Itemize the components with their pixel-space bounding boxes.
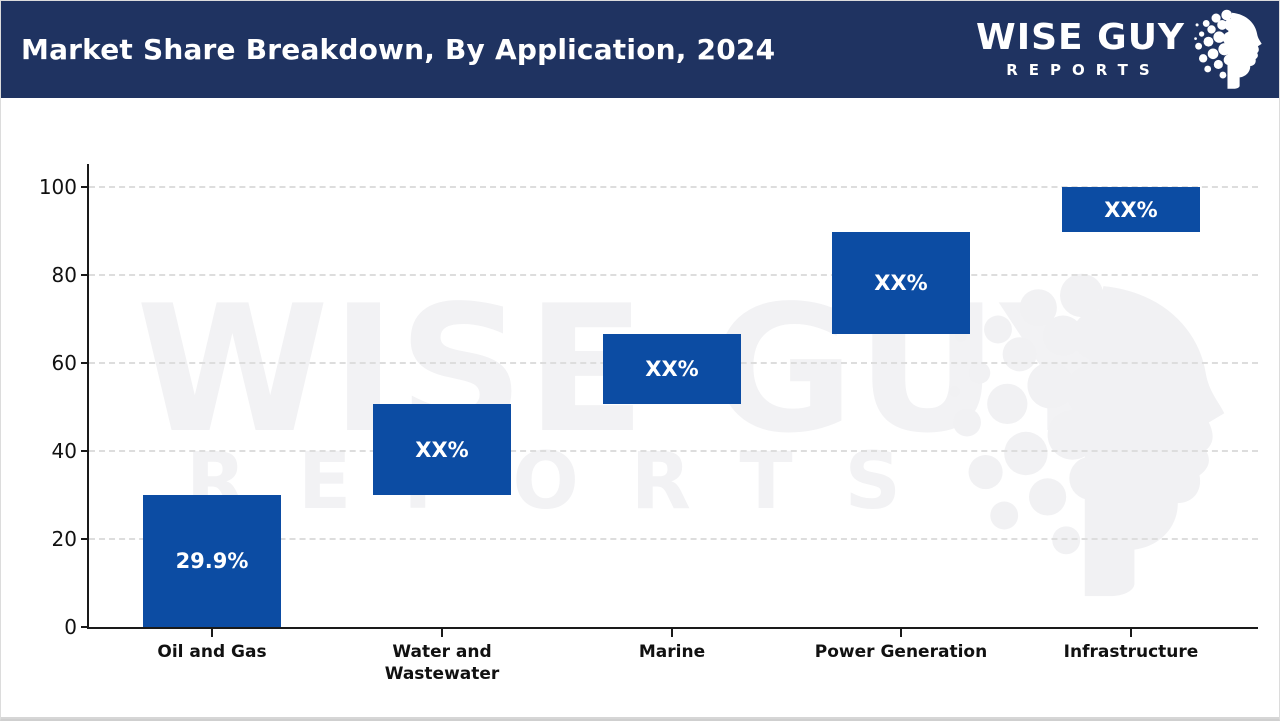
waterfall-bar: XX% [832, 232, 970, 335]
y-tick-label: 40 [51, 439, 77, 463]
y-axis-tick [81, 362, 89, 364]
x-category-label: Oil and Gas [157, 642, 267, 662]
gridline [89, 274, 1258, 276]
x-category-label: Power Generation [814, 642, 988, 662]
x-axis-tick [441, 629, 443, 637]
bar-value-label: XX% [874, 271, 928, 296]
header: Market Share Breakdown, By Application, … [1, 1, 1279, 98]
bottom-border-line [1, 717, 1279, 719]
y-tick-label: 20 [51, 527, 77, 551]
x-axis-line [87, 627, 1258, 629]
y-axis-tick [81, 186, 89, 188]
bar-value-label: XX% [1104, 197, 1158, 222]
page-title: Market Share Breakdown, By Application, … [21, 33, 776, 66]
y-axis-tick [81, 450, 89, 452]
x-category-label: Marine [638, 642, 706, 662]
bar-value-label: XX% [415, 437, 469, 462]
y-tick-label: 0 [64, 615, 77, 639]
logo-text: WISE GUY REPORTS [975, 17, 1185, 80]
waterfall-bar: 29.9% [143, 495, 281, 627]
bar-value-label: XX% [645, 357, 699, 382]
waterfall-bar: XX% [373, 403, 511, 496]
y-axis-tick [81, 274, 89, 276]
y-tick-label: 100 [38, 175, 77, 199]
gridline [89, 186, 1258, 188]
gridline [89, 450, 1258, 452]
y-tick-label: 60 [51, 351, 77, 375]
gridline [89, 538, 1258, 540]
waterfall-bar: XX% [1062, 187, 1200, 233]
x-axis-tick [1130, 629, 1132, 637]
brand-logo: WISE GUY REPORTS [976, 8, 1267, 92]
x-axis-tick [671, 629, 673, 637]
y-axis-line [87, 164, 89, 629]
bar-value-label: 29.9% [175, 549, 249, 574]
logo-wordmark: WISE GUY [975, 17, 1185, 58]
y-tick-label: 80 [51, 263, 77, 287]
y-axis-tick [81, 538, 89, 540]
x-axis-tick [211, 629, 213, 637]
logo-head-icon [1194, 9, 1262, 89]
waterfall-bar: XX% [603, 334, 741, 404]
x-axis-tick [900, 629, 902, 637]
y-axis-tick [81, 626, 89, 628]
logo-subtitle: REPORTS [1006, 61, 1161, 79]
x-category-label: Infrastructure [1063, 642, 1199, 662]
x-category-label: Water and Wastewater [384, 642, 500, 684]
